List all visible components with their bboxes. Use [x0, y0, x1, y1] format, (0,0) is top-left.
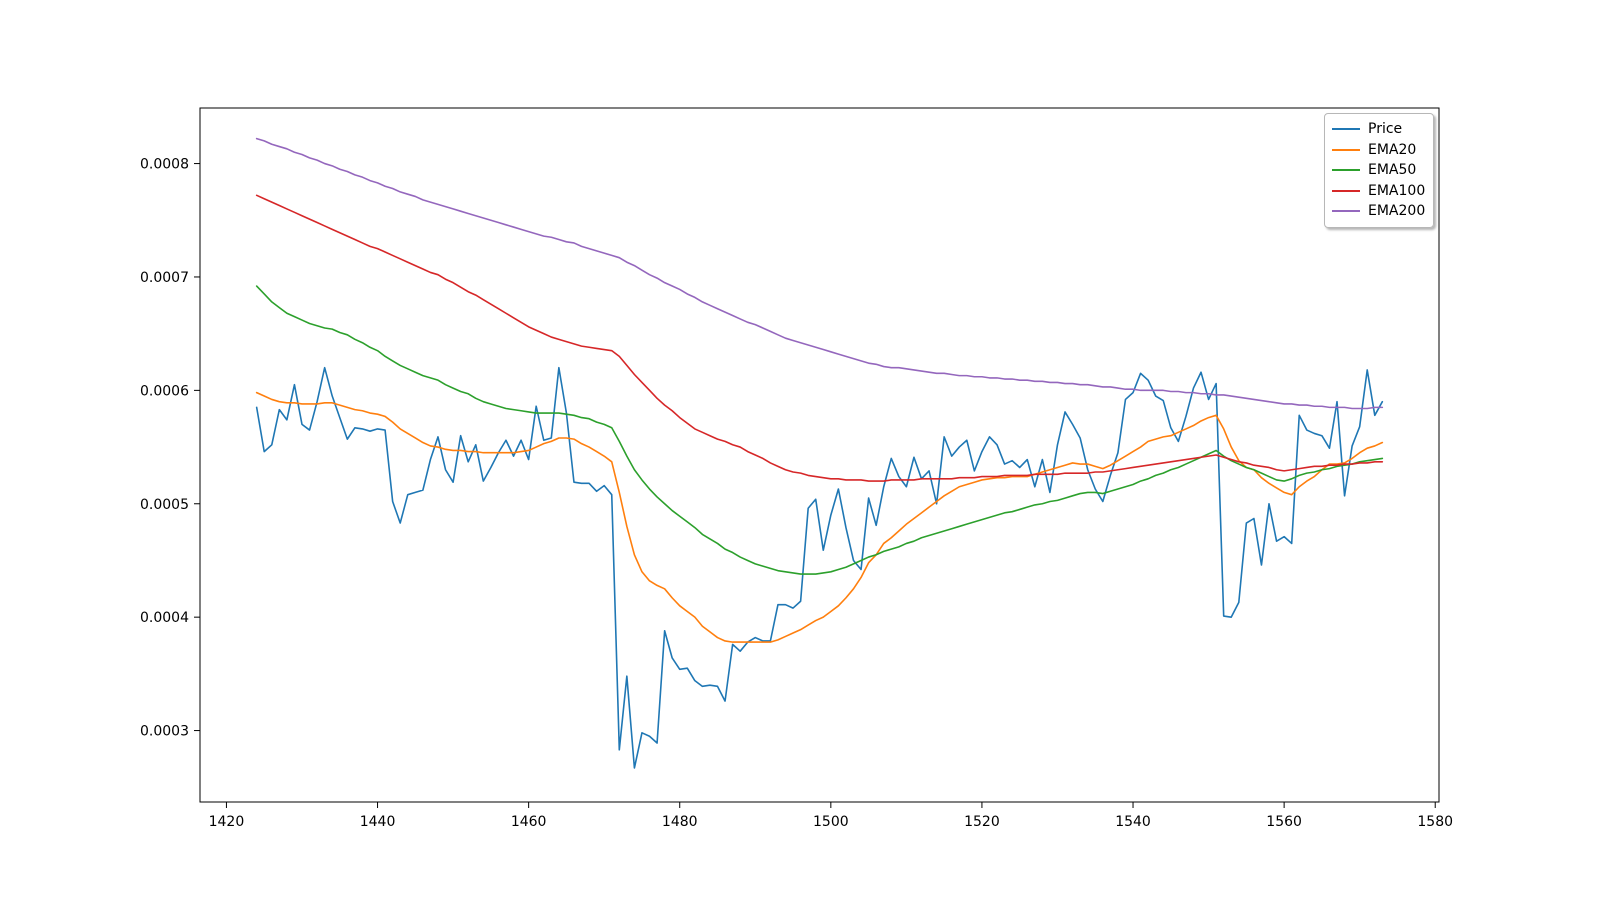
ema50-legend-line-sample — [1332, 169, 1360, 172]
legend-item-ema100: EMA100 — [1332, 181, 1425, 202]
x-axis-tick-label: 1440 — [360, 814, 396, 830]
x-axis-tick-label: 1580 — [1417, 814, 1453, 830]
ema50-line — [255, 285, 1384, 575]
legend-label-ema50: EMA50 — [1368, 162, 1417, 179]
price-line — [255, 366, 1384, 769]
ema100-line — [255, 194, 1384, 482]
plot-frame — [199, 107, 1440, 803]
legend-item-ema50: EMA50 — [1332, 160, 1425, 181]
x-axis-tick-label: 1540 — [1115, 814, 1151, 830]
ema200-legend-line-sample — [1332, 210, 1360, 213]
ema200-line — [255, 137, 1384, 410]
x-axis-tick-label: 1460 — [511, 814, 547, 830]
legend-label-price: Price — [1368, 121, 1403, 138]
price-legend-line-sample — [1332, 128, 1360, 131]
ema20-line — [255, 391, 1384, 643]
legend-label-ema100: EMA100 — [1368, 182, 1426, 199]
ema100-legend-line-sample — [1332, 189, 1360, 192]
legend-item-ema20: EMA20 — [1332, 140, 1425, 161]
y-axis-tick-label: 0.0003 — [140, 724, 189, 740]
legend-item-price: Price — [1332, 119, 1425, 140]
y-axis-tick-label: 0.0007 — [140, 270, 189, 286]
x-axis-tick-label: 1420 — [209, 814, 245, 830]
x-axis-tick-label: 1480 — [662, 814, 698, 830]
y-axis-tick-label: 0.0005 — [140, 497, 189, 513]
x-axis-tick-label: 1500 — [813, 814, 849, 830]
legend-label-ema200: EMA200 — [1368, 203, 1426, 220]
legend-item-ema200: EMA200 — [1332, 201, 1425, 222]
x-axis-tick-label: 1560 — [1266, 814, 1302, 830]
y-axis-tick-label: 0.0008 — [140, 157, 189, 173]
y-axis-tick-label: 0.0004 — [140, 610, 189, 626]
y-axis-tick-label: 0.0006 — [140, 383, 189, 399]
x-axis-tick-label: 1520 — [964, 814, 1000, 830]
ema20-legend-line-sample — [1332, 148, 1360, 151]
legend: Price EMA20 EMA50 EMA100 EMA200 — [1324, 113, 1434, 228]
legend-label-ema20: EMA20 — [1368, 141, 1417, 158]
